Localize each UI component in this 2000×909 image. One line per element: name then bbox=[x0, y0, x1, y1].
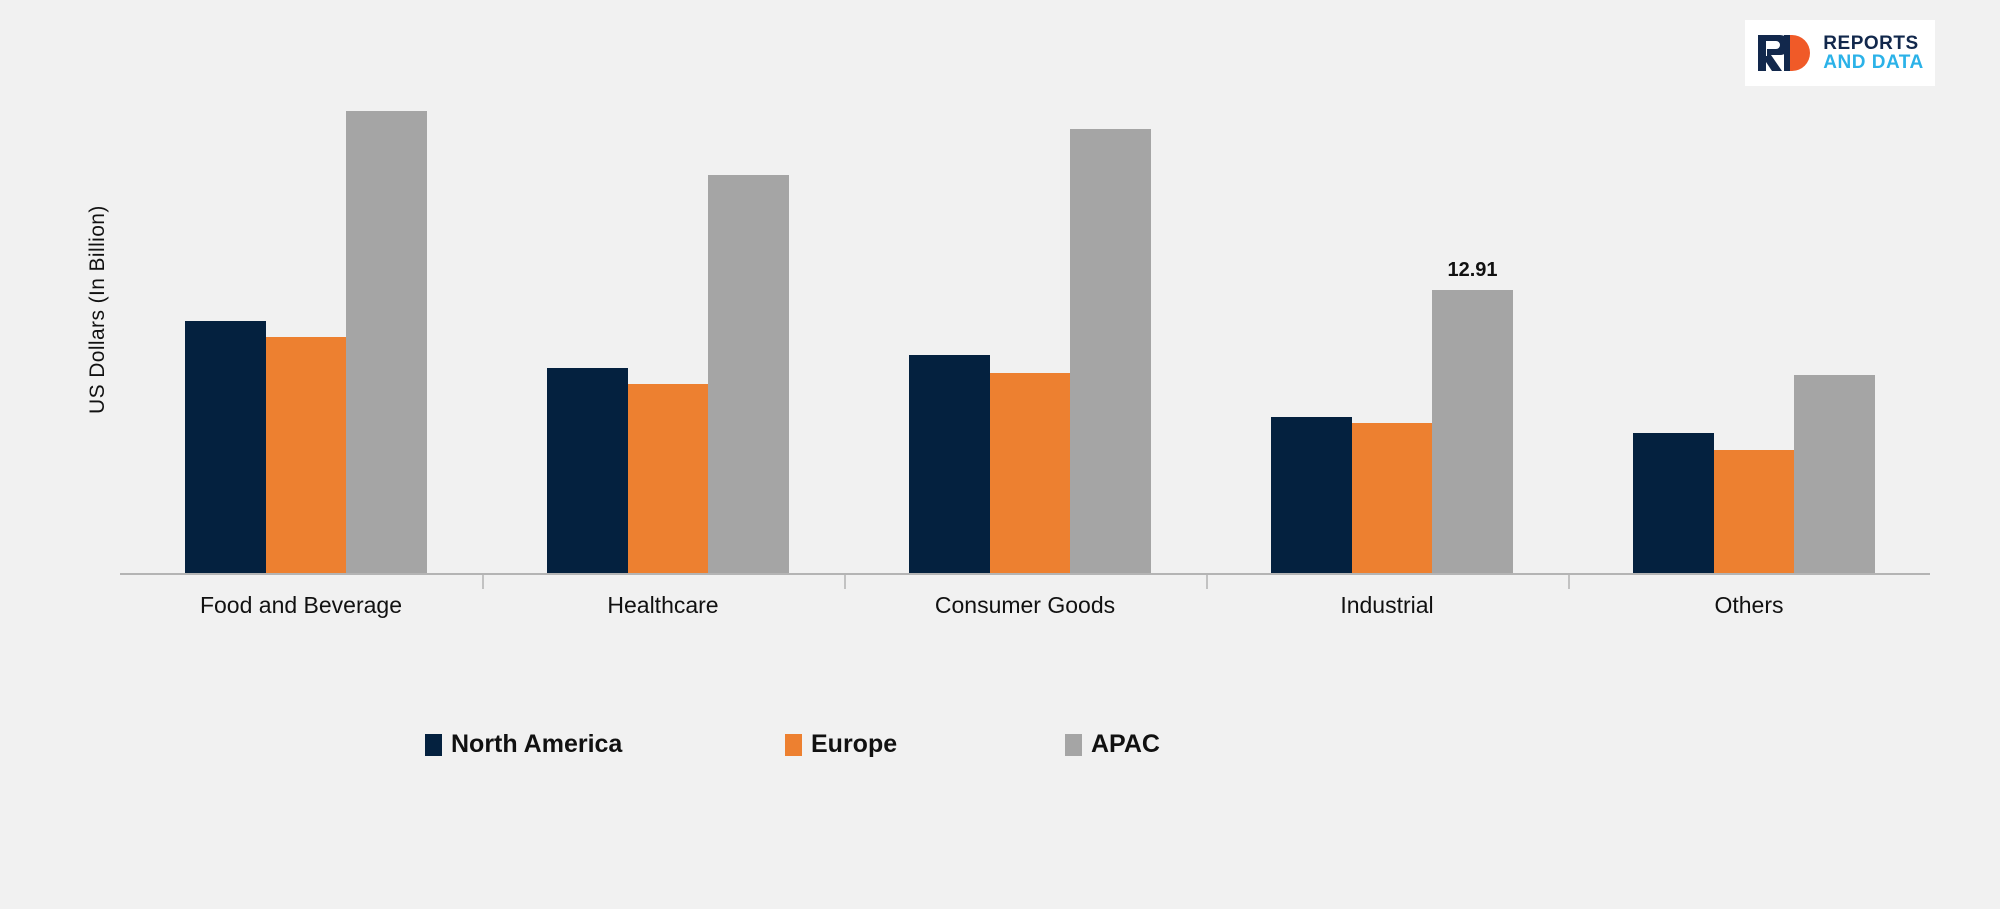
bar-north-america[interactable] bbox=[547, 367, 628, 573]
legend-item-north-america[interactable]: North America bbox=[425, 730, 622, 759]
legend-swatch-icon bbox=[425, 733, 442, 756]
x-axis-category-labels: Food and Beverage Healthcare Consumer Good… bbox=[120, 592, 1930, 626]
bar-group bbox=[185, 90, 428, 573]
x-axis-line bbox=[120, 573, 1930, 575]
bar-europe[interactable] bbox=[1714, 450, 1795, 573]
bar-apac[interactable] bbox=[346, 110, 427, 573]
bar-apac[interactable]: 12.91 bbox=[1432, 259, 1513, 573]
chart-legend: North America Europe APAC bbox=[120, 730, 1930, 764]
legend-label: Europe bbox=[811, 730, 898, 758]
bar-group bbox=[909, 90, 1152, 573]
bar-group bbox=[547, 90, 790, 573]
bar-europe[interactable] bbox=[266, 336, 347, 573]
x-axis-label-healthcare: Healthcare bbox=[607, 592, 719, 618]
bar-apac[interactable] bbox=[1070, 129, 1151, 573]
x-axis-tick bbox=[1206, 575, 1208, 589]
legend-swatch-icon bbox=[785, 733, 802, 756]
x-axis-tick bbox=[1568, 575, 1570, 589]
bar-north-america[interactable] bbox=[185, 320, 266, 573]
bar-apac[interactable] bbox=[708, 175, 789, 573]
legend-label: APAC bbox=[1091, 730, 1160, 758]
plot-area: 12.91 bbox=[120, 90, 1930, 589]
y-axis-title: US Dollars (In Billion) bbox=[86, 205, 109, 415]
logo-wordmark: REPORTS AND DATA bbox=[1823, 34, 1923, 72]
bar-value-label: 12.91 bbox=[1447, 258, 1498, 281]
x-axis-tick bbox=[844, 575, 846, 589]
x-axis-label-industrial: Industrial bbox=[1340, 592, 1434, 618]
bar-north-america[interactable] bbox=[1271, 416, 1352, 573]
bar-north-america[interactable] bbox=[1633, 432, 1714, 573]
rd-monogram-icon bbox=[1756, 33, 1818, 73]
logo-inner: REPORTS AND DATA bbox=[1756, 33, 1923, 73]
x-axis-label-others: Others bbox=[1714, 592, 1784, 618]
bar-group: 12.91 bbox=[1271, 90, 1514, 573]
legend-swatch-icon bbox=[1065, 733, 1082, 756]
bar-europe[interactable] bbox=[990, 373, 1071, 573]
legend-item-europe[interactable]: Europe bbox=[785, 730, 897, 759]
logo-line-and-data: AND DATA bbox=[1823, 52, 1924, 73]
x-axis-label-consumer-goods: Consumer Goods bbox=[934, 592, 1116, 618]
bar-europe[interactable] bbox=[628, 383, 709, 573]
reports-and-data-logo: REPORTS AND DATA bbox=[1745, 20, 1935, 86]
bar-apac[interactable] bbox=[1794, 375, 1875, 573]
legend-item-apac[interactable]: APAC bbox=[1065, 730, 1160, 759]
logo-line-reports: REPORTS bbox=[1823, 33, 1919, 54]
x-axis-label-food-and-beverage: Food and Beverage bbox=[199, 592, 403, 618]
legend-label: North America bbox=[451, 730, 623, 758]
bar-north-america[interactable] bbox=[909, 354, 990, 573]
x-axis-tick bbox=[482, 575, 484, 589]
bar-europe[interactable] bbox=[1352, 423, 1433, 573]
bar-group bbox=[1633, 90, 1876, 573]
